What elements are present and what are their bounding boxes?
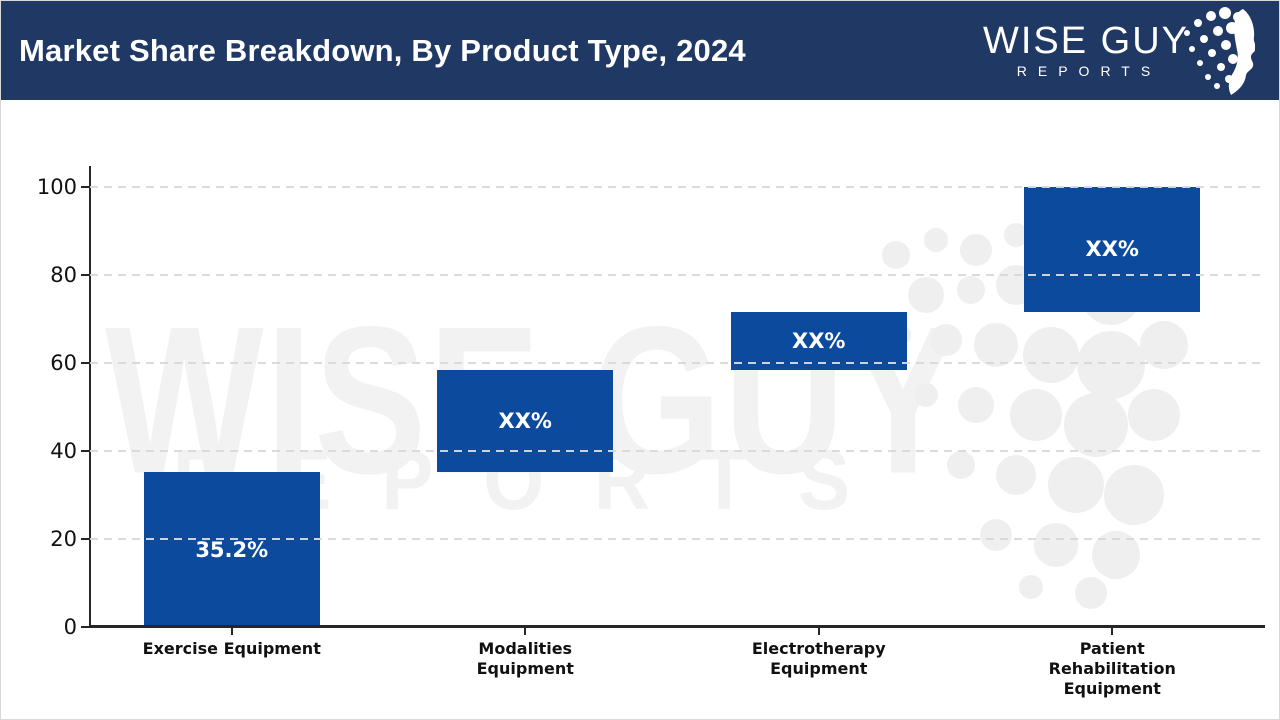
bar-value-label: XX% (792, 328, 846, 353)
category-label: Exercise Equipment (142, 639, 321, 658)
y-tick-label: 80 (50, 263, 77, 287)
logo-wordmark: WISE GUY (982, 20, 1189, 62)
x-tick-mark (524, 627, 527, 635)
logo-text: WISE GUY REPORTS (983, 22, 1189, 79)
y-tick-mark (81, 538, 89, 540)
x-tick-mark (230, 627, 233, 635)
bar-segment: XX% (437, 369, 614, 473)
y-tick-label: 40 (50, 439, 77, 463)
gridline-60 (90, 362, 1263, 364)
y-tick-mark (81, 274, 89, 276)
logo-subtitle: REPORTS (1016, 63, 1162, 79)
y-tick-label: 60 (50, 351, 77, 375)
gridline-100 (90, 186, 1263, 188)
category-label: Patient Rehabilitation Equipment (1048, 639, 1176, 698)
x-tick-mark (817, 627, 820, 635)
x-tick-mark (1111, 627, 1114, 635)
bar-value-label: XX% (498, 408, 552, 433)
bar-value-label: XX% (1085, 237, 1139, 262)
x-axis-line (89, 625, 1265, 628)
y-tick-mark (81, 450, 89, 452)
y-tick-label: 100 (36, 175, 77, 199)
chart-title: Market Share Breakdown, By Product Type,… (19, 32, 746, 68)
y-tick-mark (81, 362, 89, 364)
gridline-40 (90, 450, 1263, 452)
y-tick-label: 0 (63, 615, 77, 639)
bar-value-label: 35.2% (195, 537, 269, 562)
gridline-80 (90, 274, 1263, 276)
wise-guy-logo: WISE GUY REPORTS (983, 6, 1255, 95)
category-label: Electrotherapy Equipment (751, 639, 886, 678)
y-tick-mark (81, 626, 89, 628)
y-tick-mark (81, 186, 89, 188)
category-label: Modalities Equipment (476, 639, 574, 678)
logo-face-icon (1184, 6, 1255, 95)
bar-segment: XX% (730, 311, 907, 370)
y-tick-label: 20 (50, 527, 77, 551)
bar-segment: XX% (1024, 187, 1201, 312)
bar-segment: 35.2% (143, 472, 320, 627)
gridline-20 (90, 538, 1263, 540)
chart-area: WISE GUY REPORTS 0 20 40 60 80 100 35.2% Exerci… (1, 100, 1279, 719)
y-axis-line (89, 166, 91, 628)
header-bar: Market Share Breakdown, By Product Type,… (1, 1, 1279, 100)
